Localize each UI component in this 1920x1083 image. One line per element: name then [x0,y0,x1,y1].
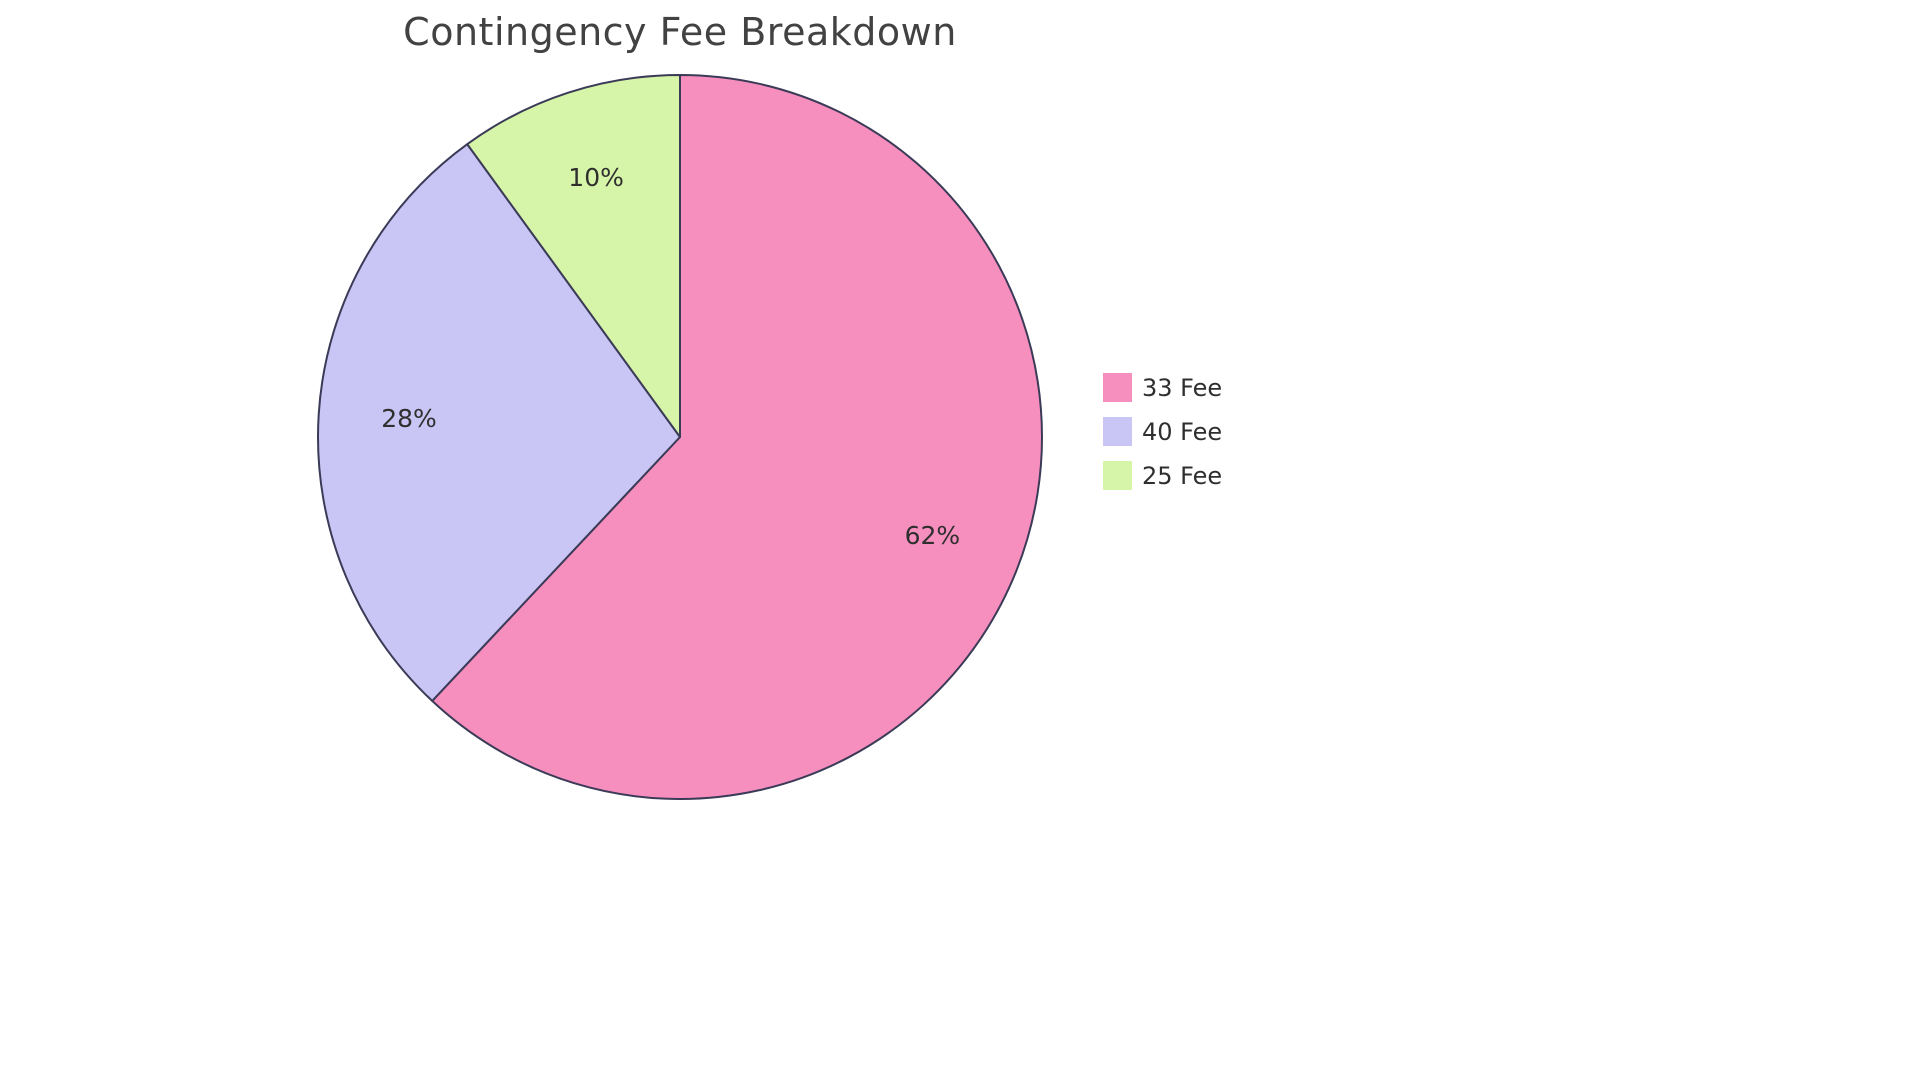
legend-label: 40 Fee [1142,417,1223,446]
legend: 33 Fee 40 Fee 25 Fee [1103,373,1222,505]
pie-slice-33-fee[interactable] [431,74,1043,800]
legend-swatch [1103,373,1132,402]
legend-item-33-fee[interactable]: 33 Fee [1103,373,1222,402]
slice-label: 28% [381,404,437,433]
legend-swatch [1103,417,1132,446]
legend-label: 25 Fee [1142,461,1223,490]
legend-item-40-fee[interactable]: 40 Fee [1103,417,1222,446]
legend-item-25-fee[interactable]: 25 Fee [1103,461,1222,490]
slice-label: 62% [905,521,961,550]
legend-swatch [1103,461,1132,490]
slice-label: 10% [568,163,624,192]
pie-slice-40-fee[interactable] [316,143,681,702]
chart-title: Contingency Fee Breakdown [403,10,957,54]
legend-label: 33 Fee [1142,373,1223,402]
pie-slice-25-fee[interactable] [466,74,681,438]
